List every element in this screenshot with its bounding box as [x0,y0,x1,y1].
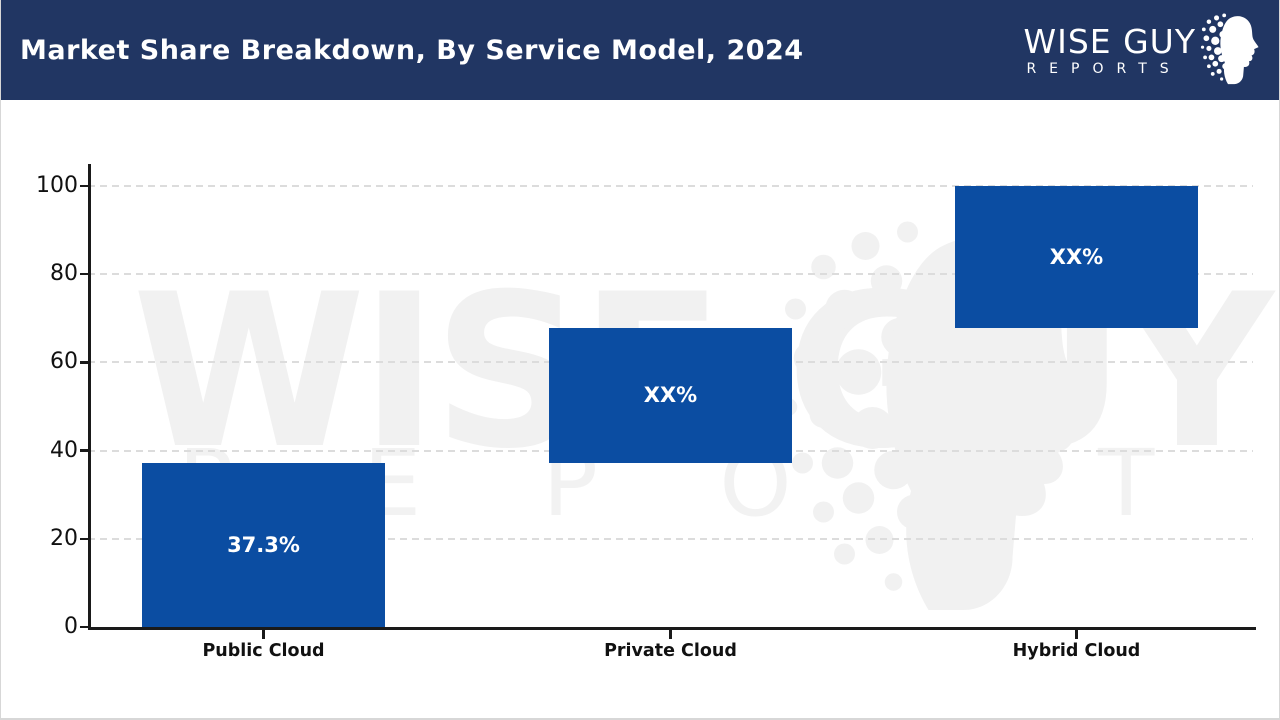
logo-subtitle: REPORTS [1026,60,1182,77]
bar-value-label-public-cloud: 37.3% [227,532,300,557]
x-tick-hybrid-cloud [1075,629,1078,639]
bar-public-cloud: 37.3% [142,462,385,627]
x-tick-label-public-cloud: Public Cloud [202,641,325,661]
face-profile [1220,16,1259,85]
y-tick-label-60: 60 [50,349,78,375]
y-tick-0 [80,625,88,629]
logo-text: WISE GUY REPORTS [1023,25,1196,77]
wise-guy-logo: WISE GUY REPORTS [1023,8,1270,94]
y-tick-label-20: 20 [50,525,78,551]
x-tick-private-cloud [669,629,672,639]
logo-wordmark: WISE GUY [1023,22,1196,62]
y-tick-label-100: 100 [36,173,78,198]
bar-value-label-private-cloud: XX% [643,383,698,408]
header-banner: Market Share Breakdown, By Service Model… [0,0,1280,100]
x-tick-label-private-cloud: Private Cloud [604,641,737,661]
gridline-20 [88,537,1253,540]
x-axis-line [88,627,1256,630]
y-tick-20 [80,537,88,541]
y-tick-40 [80,449,88,452]
y-tick-label-40: 40 [50,437,78,463]
y-tick-80 [80,272,88,276]
gridline-80 [88,273,1253,276]
chart-canvas: WISE GUY R E P O R T S 0 20 40 60 80 100 37.3%… [0,100,1280,720]
bar-private-cloud: XX% [549,328,792,463]
y-tick-60 [80,361,88,364]
bar-value-label-hybrid-cloud: XX% [1049,245,1104,270]
x-tick-label-hybrid-cloud: Hybrid Cloud [1012,641,1141,661]
y-tick-label-0: 0 [64,614,78,639]
bar-hybrid-cloud: XX% [955,186,1198,329]
page-title: Market Share Breakdown, By Service Model… [20,34,804,66]
gridline-100 [88,185,1253,187]
wise-guy-face-icon [1200,13,1259,85]
y-tick-label-80: 80 [50,261,78,287]
x-tick-public-cloud [262,629,265,639]
y-axis-line [88,164,91,630]
y-tick-100 [80,184,88,188]
